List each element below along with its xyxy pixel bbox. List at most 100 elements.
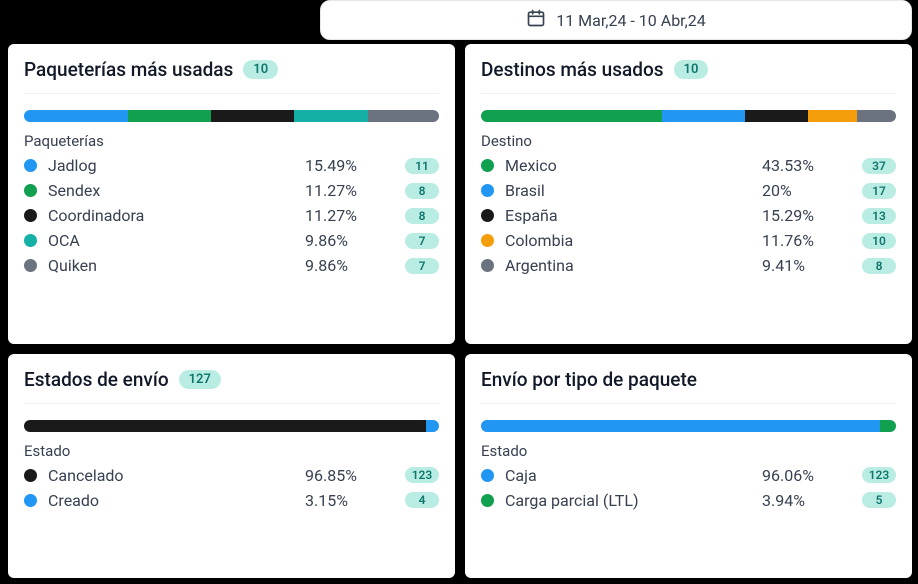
card-count-badge: 10 — [243, 60, 278, 79]
legend-label: Sendex — [48, 181, 295, 200]
legend-row[interactable]: Creado 3.15% 4 — [24, 491, 439, 510]
legend-count-badge: 11 — [405, 158, 439, 174]
legend-row[interactable]: Sendex 11.27% 8 — [24, 181, 439, 200]
legend-color-dot — [24, 494, 37, 507]
legend-count-badge: 37 — [862, 158, 896, 174]
legend-color-dot — [481, 209, 494, 222]
list-subhead: Estado — [481, 442, 896, 460]
calendar-icon — [526, 8, 546, 32]
legend-percent: 20% — [762, 181, 842, 200]
distribution-segment — [481, 110, 662, 122]
legend-color-dot — [24, 234, 37, 247]
legend-rows: Mexico43.53%37Brasil20%17España15.29%13C… — [481, 156, 896, 275]
legend-rows: Caja 96.06% 123 Carga parcial (LTL)3.94%5 — [481, 466, 896, 510]
distribution-bar — [24, 110, 439, 122]
legend-count-badge: 4 — [405, 492, 439, 508]
distribution-bar — [481, 420, 896, 432]
card-title: Estados de envío — [24, 368, 169, 391]
legend-percent: 9.86% — [305, 256, 385, 275]
distribution-segment — [857, 110, 896, 122]
legend-label: Caja — [505, 466, 752, 485]
legend-row[interactable]: Carga parcial (LTL)3.94%5 — [481, 491, 896, 510]
legend-percent: 96.85% — [305, 466, 385, 485]
distribution-bar — [24, 420, 439, 432]
legend-percent: 9.41% — [762, 256, 842, 275]
legend-label: Colombia — [505, 231, 752, 250]
legend-label: Argentina — [505, 256, 752, 275]
legend-label: Jadlog — [48, 156, 295, 175]
legend-count-badge: 123 — [405, 467, 439, 483]
distribution-segment — [745, 110, 808, 122]
card-title: Envío por tipo de paquete — [481, 368, 697, 391]
distribution-segment — [662, 110, 745, 122]
list-subhead: Estado — [24, 442, 439, 460]
distribution-segment — [426, 420, 439, 432]
distribution-segment — [24, 420, 426, 432]
distribution-bar — [481, 110, 896, 122]
legend-label: Cancelado — [48, 466, 295, 485]
legend-label: Coordinadora — [48, 206, 295, 225]
card-title: Destinos más usados — [481, 58, 664, 81]
date-range-picker[interactable]: 11 Mar,24 - 10 Abr,24 — [320, 0, 912, 40]
legend-row[interactable]: Brasil 20% 17 — [481, 181, 896, 200]
legend-color-dot — [24, 469, 37, 482]
card-count-badge: 127 — [179, 370, 221, 389]
legend-color-dot — [481, 494, 494, 507]
legend-row[interactable]: Quiken9.86%7 — [24, 256, 439, 275]
legend-count-badge: 8 — [405, 208, 439, 224]
card-count-badge: 10 — [674, 60, 709, 79]
distribution-segment — [368, 110, 439, 122]
card-header: Estados de envío 127 — [24, 368, 439, 404]
legend-rows: Jadlog 15.49% 11 Sendex 11.27% 8 Coordinadora 1… — [24, 156, 439, 275]
card-header: Destinos más usados 10 — [481, 58, 896, 94]
legend-count-badge: 10 — [862, 233, 896, 249]
distribution-segment — [808, 110, 857, 122]
legend-count-badge: 17 — [862, 183, 896, 199]
legend-label: Mexico — [505, 156, 752, 175]
legend-color-dot — [24, 259, 37, 272]
legend-percent: 15.29% — [762, 206, 842, 225]
legend-percent: 11.27% — [305, 206, 385, 225]
legend-row[interactable]: OCA9.86%7 — [24, 231, 439, 250]
legend-color-dot — [24, 209, 37, 222]
legend-percent: 15.49% — [305, 156, 385, 175]
legend-row[interactable]: España15.29%13 — [481, 206, 896, 225]
legend-color-dot — [481, 184, 494, 197]
card-status: Estados de envío 127 Estado Cancelado 96.85%… — [8, 354, 455, 579]
legend-count-badge: 7 — [405, 258, 439, 274]
date-range-label: 11 Mar,24 - 10 Abr,24 — [556, 11, 706, 30]
legend-row[interactable]: Jadlog 15.49% 11 — [24, 156, 439, 175]
legend-label: Brasil — [505, 181, 752, 200]
legend-row[interactable]: Colombia 11.76% 10 — [481, 231, 896, 250]
legend-row[interactable]: Mexico 43.53% 37 — [481, 156, 896, 175]
legend-color-dot — [481, 469, 494, 482]
list-subhead: Destino — [481, 132, 896, 150]
legend-row[interactable]: Argentina 9.41% 8 — [481, 256, 896, 275]
distribution-segment — [24, 110, 128, 122]
legend-row[interactable]: Cancelado 96.85% 123 — [24, 466, 439, 485]
card-title: Paqueterías más usadas — [24, 58, 233, 81]
legend-percent: 3.15% — [305, 491, 385, 510]
legend-percent: 43.53% — [762, 156, 842, 175]
legend-count-badge: 8 — [862, 258, 896, 274]
legend-percent: 11.27% — [305, 181, 385, 200]
legend-count-badge: 123 — [862, 467, 896, 483]
legend-label: Carga parcial (LTL) — [505, 491, 752, 510]
dashboard-grid: Paqueterías más usadas 10 Paqueterías Jadlo… — [8, 44, 912, 578]
legend-percent: 11.76% — [762, 231, 842, 250]
legend-row[interactable]: Coordinadora 11.27% 8 — [24, 206, 439, 225]
legend-label: Creado — [48, 491, 295, 510]
legend-count-badge: 13 — [862, 208, 896, 224]
legend-count-badge: 7 — [405, 233, 439, 249]
legend-label: OCA — [48, 231, 295, 250]
legend-color-dot — [24, 184, 37, 197]
legend-percent: 96.06% — [762, 466, 842, 485]
distribution-segment — [880, 420, 896, 432]
legend-row[interactable]: Caja 96.06% 123 — [481, 466, 896, 485]
legend-color-dot — [481, 234, 494, 247]
list-subhead: Paqueterías — [24, 132, 439, 150]
distribution-segment — [128, 110, 211, 122]
legend-count-badge: 5 — [862, 492, 896, 508]
legend-color-dot — [481, 259, 494, 272]
legend-count-badge: 8 — [405, 183, 439, 199]
